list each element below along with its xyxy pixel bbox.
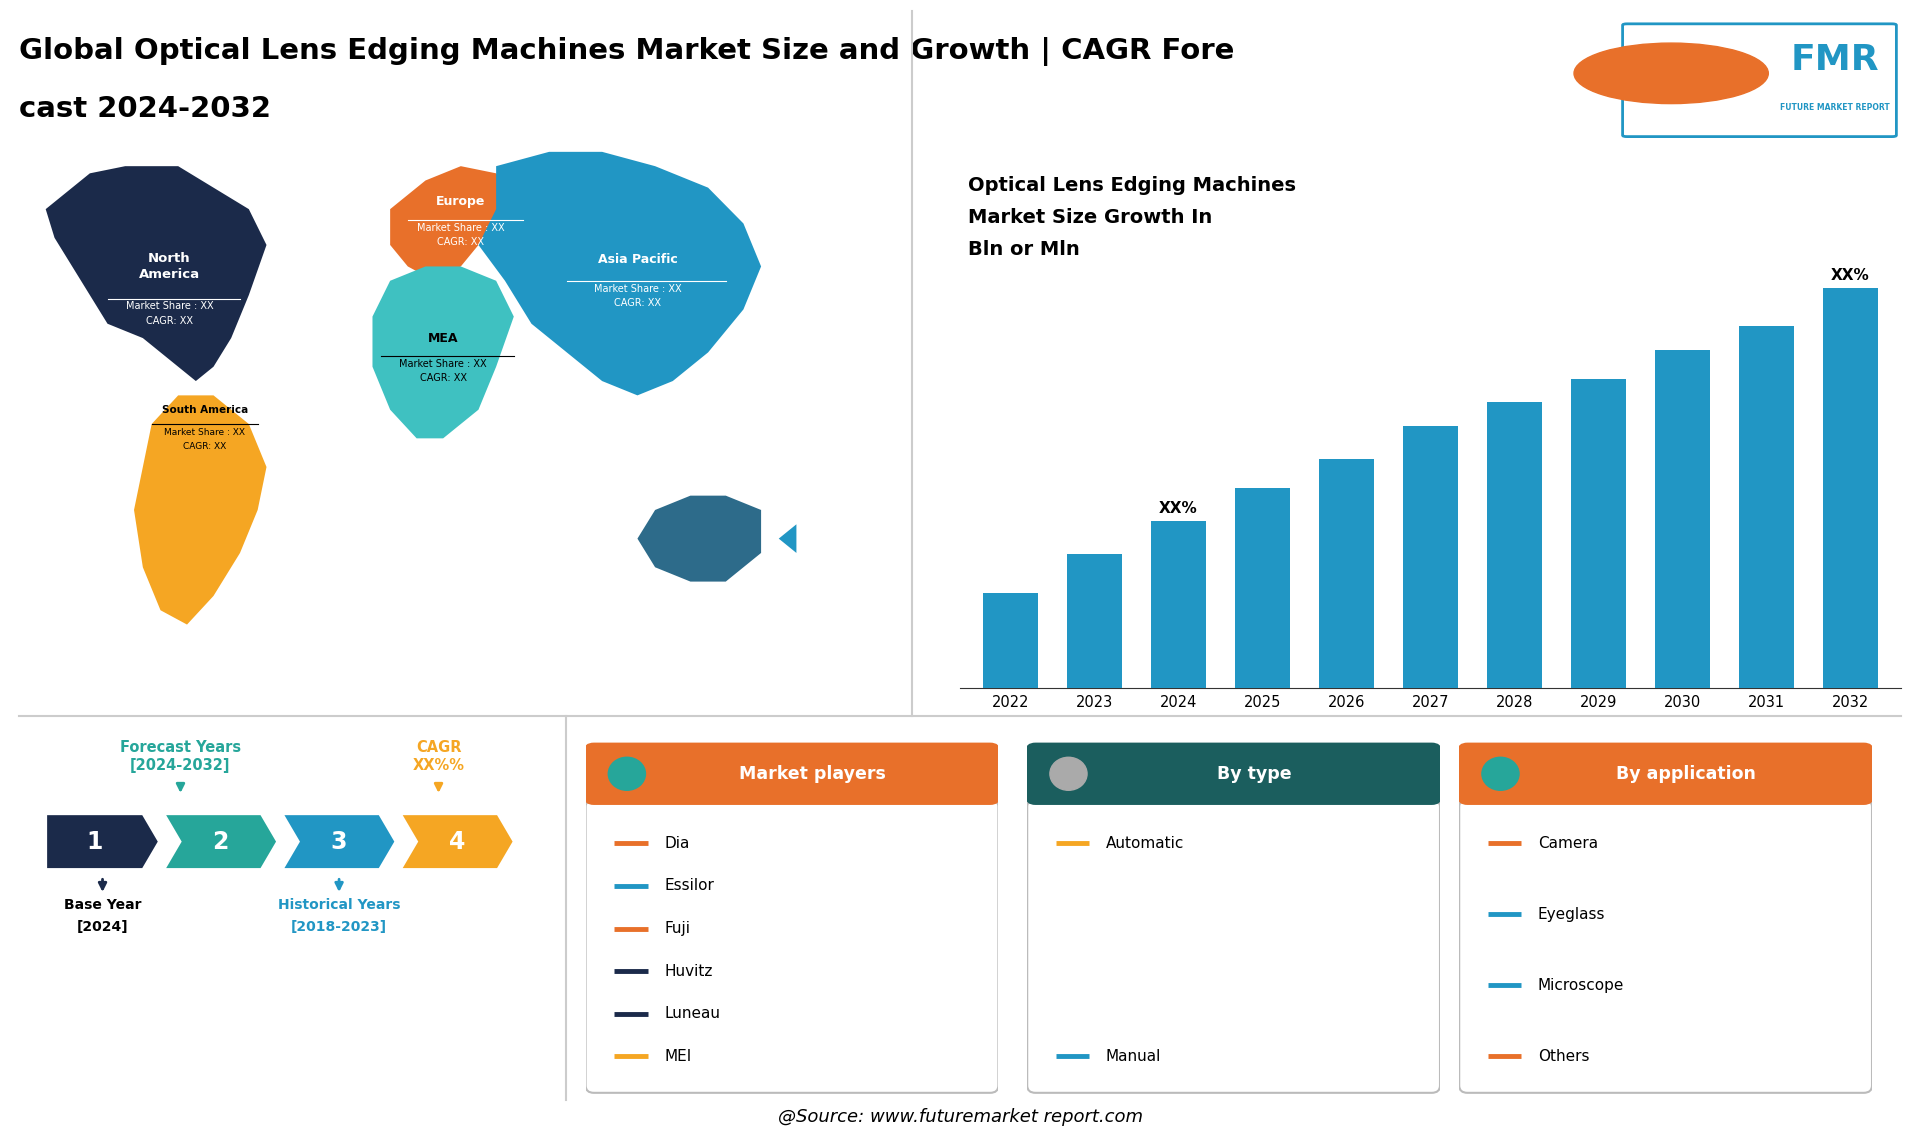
Text: Market Share : XX: Market Share : XX [417, 222, 505, 233]
FancyBboxPatch shape [586, 800, 998, 1093]
FancyBboxPatch shape [1459, 800, 1872, 1093]
Text: Luneau: Luneau [664, 1006, 720, 1021]
Text: Bln or Mln: Bln or Mln [968, 241, 1081, 259]
Text: FMR: FMR [1789, 42, 1880, 77]
Bar [1488, 402, 1542, 688]
Text: Market players: Market players [739, 764, 885, 783]
FancyBboxPatch shape [1457, 743, 1874, 804]
Bar [1404, 426, 1457, 688]
Text: Market Share : XX: Market Share : XX [399, 359, 488, 369]
Text: Dia: Dia [664, 835, 689, 851]
Text: [2018-2023]: [2018-2023] [292, 920, 388, 934]
Bar [1068, 555, 1121, 688]
Text: Forecast Years: Forecast Years [119, 740, 242, 755]
Polygon shape [637, 495, 760, 582]
Text: CAGR: XX: CAGR: XX [420, 374, 467, 383]
Text: MEA: MEA [428, 331, 459, 345]
Text: Others: Others [1538, 1049, 1590, 1063]
Polygon shape [780, 524, 797, 552]
Text: Fuji: Fuji [664, 921, 689, 936]
Polygon shape [46, 814, 159, 869]
Text: South America: South America [161, 405, 248, 415]
Polygon shape [478, 151, 760, 395]
Circle shape [609, 758, 645, 791]
Polygon shape [46, 166, 267, 380]
Text: By application: By application [1617, 764, 1757, 783]
Text: CAGR: XX: CAGR: XX [182, 442, 227, 452]
Text: Automatic: Automatic [1106, 835, 1185, 851]
Text: Asia Pacific: Asia Pacific [597, 253, 678, 266]
Polygon shape [372, 266, 515, 439]
Text: CAGR: CAGR [417, 740, 461, 755]
Text: Huvitz: Huvitz [664, 964, 712, 979]
Text: Market Share : XX: Market Share : XX [125, 301, 213, 312]
Text: By type: By type [1217, 764, 1292, 783]
Text: Market Share : XX: Market Share : XX [165, 427, 246, 437]
Text: Market Share : XX: Market Share : XX [593, 283, 682, 293]
Bar [1571, 378, 1626, 688]
Bar [1319, 460, 1373, 688]
Text: 4: 4 [449, 830, 465, 854]
FancyBboxPatch shape [1027, 800, 1440, 1093]
Text: @Source: www.futuremarket report.com: @Source: www.futuremarket report.com [778, 1108, 1142, 1127]
Bar [1152, 521, 1206, 688]
Text: Global Optical Lens Edging Machines Market Size and Growth | CAGR Fore: Global Optical Lens Edging Machines Mark… [19, 37, 1235, 66]
Text: Microscope: Microscope [1538, 978, 1624, 992]
Text: Historical Years: Historical Years [278, 898, 401, 912]
Polygon shape [401, 814, 515, 869]
Text: Essilor: Essilor [664, 879, 714, 894]
Polygon shape [390, 166, 515, 281]
FancyBboxPatch shape [1025, 743, 1442, 804]
FancyBboxPatch shape [1622, 24, 1897, 136]
Text: XX%: XX% [1832, 268, 1870, 283]
Circle shape [1574, 44, 1768, 103]
Text: 1: 1 [86, 830, 102, 854]
Text: 2: 2 [213, 830, 228, 854]
Text: MEI: MEI [664, 1049, 691, 1063]
Polygon shape [165, 814, 276, 869]
Text: Europe: Europe [436, 196, 486, 209]
Text: CAGR: XX: CAGR: XX [614, 298, 660, 308]
Bar [1740, 327, 1793, 688]
Text: cast 2024-2032: cast 2024-2032 [19, 95, 271, 123]
Circle shape [1482, 758, 1519, 791]
Text: Market Size Growth In: Market Size Growth In [968, 209, 1213, 227]
Text: Manual: Manual [1106, 1049, 1162, 1063]
Bar [1655, 350, 1709, 688]
Polygon shape [134, 395, 267, 625]
Text: XX%: XX% [1160, 501, 1198, 516]
Text: North
America: North America [138, 252, 200, 281]
Polygon shape [282, 814, 396, 869]
Text: Camera: Camera [1538, 835, 1597, 851]
Bar [1824, 289, 1878, 688]
Text: CAGR: XX: CAGR: XX [438, 237, 484, 246]
Text: Base Year: Base Year [63, 898, 142, 912]
Bar [983, 592, 1037, 688]
Text: 3: 3 [330, 830, 348, 854]
Circle shape [1050, 758, 1087, 791]
Text: XX%%: XX%% [413, 759, 465, 774]
Text: CAGR: XX: CAGR: XX [146, 316, 192, 325]
Text: Eyeglass: Eyeglass [1538, 906, 1605, 921]
Text: [2024-2032]: [2024-2032] [131, 759, 230, 774]
Text: Optical Lens Edging Machines: Optical Lens Edging Machines [968, 176, 1296, 196]
Text: [2024]: [2024] [77, 920, 129, 934]
Bar [1235, 488, 1290, 688]
Text: FUTURE MARKET REPORT: FUTURE MARKET REPORT [1780, 103, 1889, 112]
FancyBboxPatch shape [584, 743, 1000, 804]
